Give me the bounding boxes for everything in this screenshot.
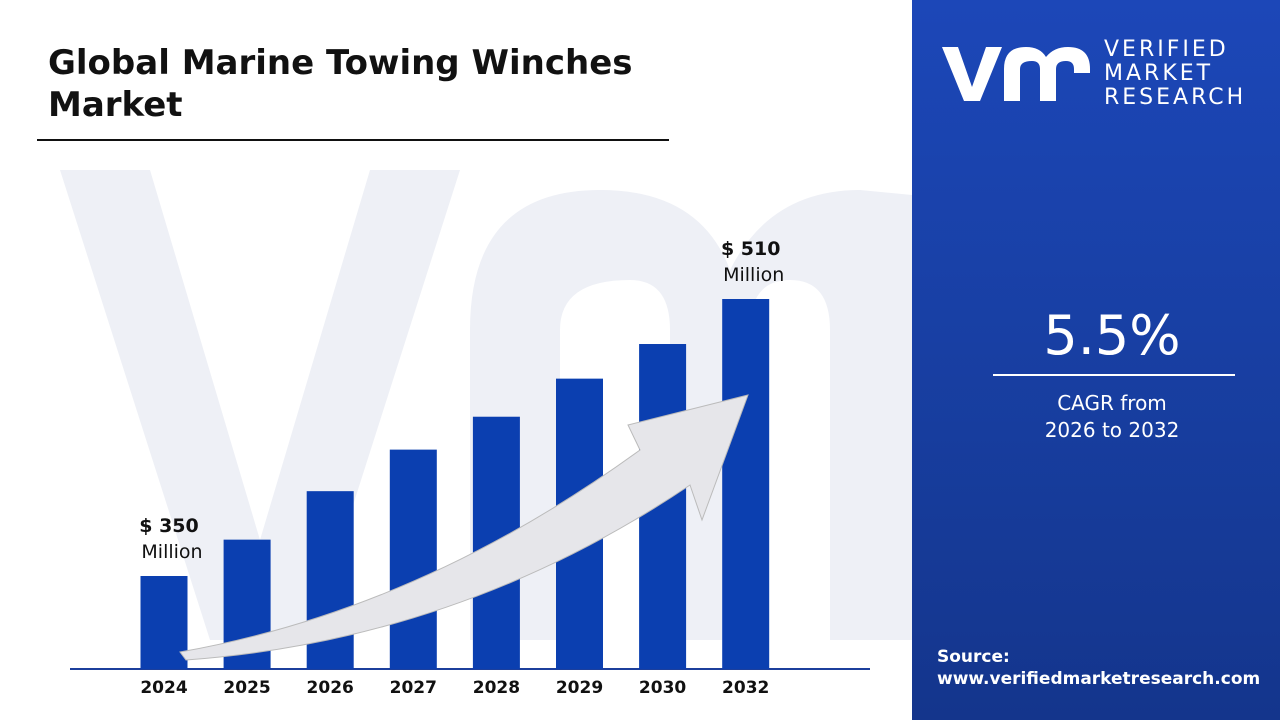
tick-label-2025: 2025 (223, 678, 270, 698)
logo-line: VERIFIED (1104, 37, 1229, 62)
tick-label-2032: 2032 (722, 678, 769, 698)
bar-chart: 2024 2025 2026 2027 2028 2029 2030 2032 $ 350 Mil… (70, 238, 870, 698)
source: Source: www.verifiedmarketresearch.com (937, 646, 1260, 690)
bar-2024 (140, 576, 188, 669)
logo-mark (942, 47, 1090, 101)
cagr-divider (993, 374, 1235, 376)
bar-2027 (389, 449, 437, 669)
source-label: Source: (937, 647, 1010, 667)
cagr-label-line2: 2026 to 2032 (1044, 418, 1180, 442)
logo-line: MARKET (1104, 61, 1214, 86)
bar-2032 (722, 299, 770, 669)
data-label-unit: Million (141, 541, 202, 563)
trend-arrow (179, 394, 749, 661)
vmr-logo: VERIFIED MARKET RESEARCH (942, 38, 1246, 110)
tick-label-2029: 2029 (556, 678, 603, 698)
page-title: Global Marine Towing Winches Market (48, 43, 633, 125)
source-url[interactable]: www.verifiedmarketresearch.com (937, 669, 1261, 689)
chart-area: Global Marine Towing Winches Market 2024… (37, 43, 912, 698)
tick-label-2027: 2027 (390, 678, 437, 698)
tick-label-2030: 2030 (639, 678, 686, 698)
tick-label-2026: 2026 (307, 678, 354, 698)
tick-label-2028: 2028 (473, 678, 520, 698)
data-label-value: $ 350 (139, 515, 199, 537)
cagr-value: 5.5% (1043, 304, 1181, 367)
cagr-label-line1: CAGR from (1057, 391, 1167, 415)
cagr-label: CAGR from 2026 to 2032 (992, 390, 1232, 444)
info-panel: VERIFIED MARKET RESEARCH 5.5% CAGR from … (912, 0, 1280, 720)
tick-label-2024: 2024 (140, 678, 187, 698)
data-label-unit: Million (723, 264, 784, 286)
title-divider (37, 139, 669, 141)
data-label-value: $ 510 (721, 238, 781, 260)
logo-line: RESEARCH (1104, 85, 1247, 110)
